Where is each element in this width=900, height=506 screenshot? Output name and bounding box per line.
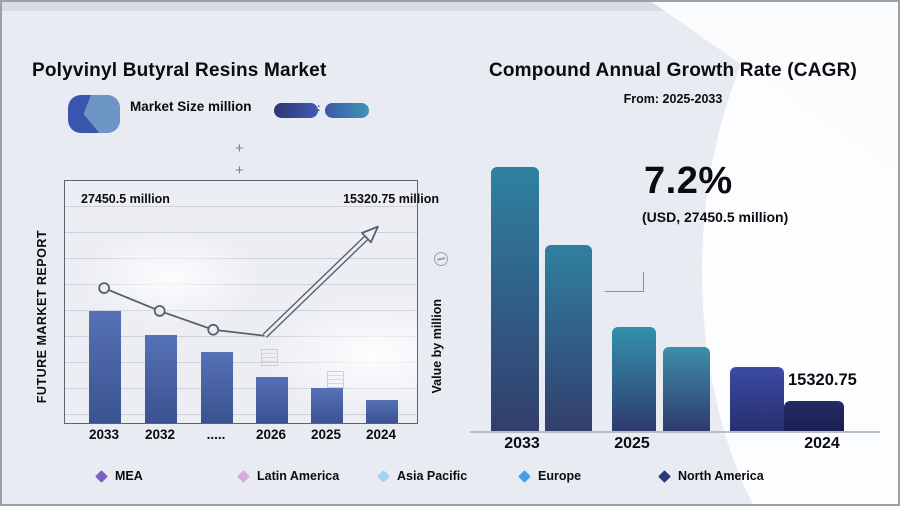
cagr-bar [663,347,710,432]
gradient-pill-icon [274,103,318,118]
legend-item: Latin America [237,466,340,486]
trend-line-arrow [98,225,379,338]
legend-diamond-icon [658,469,671,483]
watermark-doc-icon [261,349,278,366]
cagr-bar [730,367,784,432]
start-value-annotation: 27450.5 million [81,192,170,206]
cagr-subtitle: From: 2025-2033 [623,92,723,106]
page-title: Polyvinyl Butyral Resins Market [32,60,327,81]
legend-item: Asia Pacific [377,466,468,486]
cagr-bar [612,327,656,432]
pill-separator: : [317,103,321,114]
cagr-x-label: 2033 [504,435,540,452]
cagr-note: (USD, 27450.5 million) [642,209,789,225]
trend-bar [145,335,177,423]
minus-circle-icon [434,252,448,266]
gradient-pill-icon [325,103,369,118]
trend-bar [201,352,233,423]
left-axis-label: FUTURE MARKET REPORT [35,230,49,404]
trend-bar [256,377,288,423]
legend-item: Europe [518,466,582,486]
legend-label: North America [678,469,764,483]
legend-label: Europe [538,469,582,483]
cagr-bar [784,401,844,432]
legend-label: MEA [115,469,143,483]
legend-label: Latin America [257,469,340,483]
legend-diamond-icon [377,469,390,483]
plus-mark-icon: + [235,162,244,179]
cagr-x-label: 2025 [614,435,650,452]
trend-x-axis: 2033 2032..... 2026 2025 2024 [64,427,418,445]
background-top-strip [2,2,802,11]
market-size-icon [68,95,120,133]
trend-x-label: ..... [206,427,226,442]
cagr-x-label: 2024 [804,435,840,452]
legend-diamond-icon [237,469,250,483]
legend-diamond-icon [518,469,531,483]
cagr-baseline [470,431,880,433]
trend-bar [311,388,343,423]
trend-x-label: 2026 [255,427,287,442]
market-size-icon-facet [83,95,120,133]
corner-bracket-decor [605,272,644,292]
cagr-end-value: 15320.75 [788,371,857,389]
plus-mark-icon: + [235,140,244,157]
trend-chart: 27450.5 million 15320.75 million [64,180,439,424]
cagr-value: 7.2% [644,160,733,202]
trend-x-label: 2024 [365,427,397,442]
end-value-annotation: 15320.75 million [343,192,439,206]
legend-item: MEA [95,466,143,486]
trend-bar [366,400,398,423]
cagr-bar [491,167,539,432]
cagr-title: Compound Annual Growth Rate (CAGR) [488,60,858,81]
cagr-bar [545,245,592,432]
watermark-doc-icon [327,371,344,388]
trend-x-label: 2033 [88,427,120,442]
legend-diamond-icon [95,469,108,483]
series-label: Market Size million [130,99,252,114]
trend-x-label: 2032 [144,427,176,442]
trend-bar [89,311,121,423]
trend-x-label: 2025 [310,427,342,442]
right-axis-label: Value by million [430,299,444,394]
legend-item: North America [658,466,764,486]
legend-label: Asia Pacific [397,469,468,483]
